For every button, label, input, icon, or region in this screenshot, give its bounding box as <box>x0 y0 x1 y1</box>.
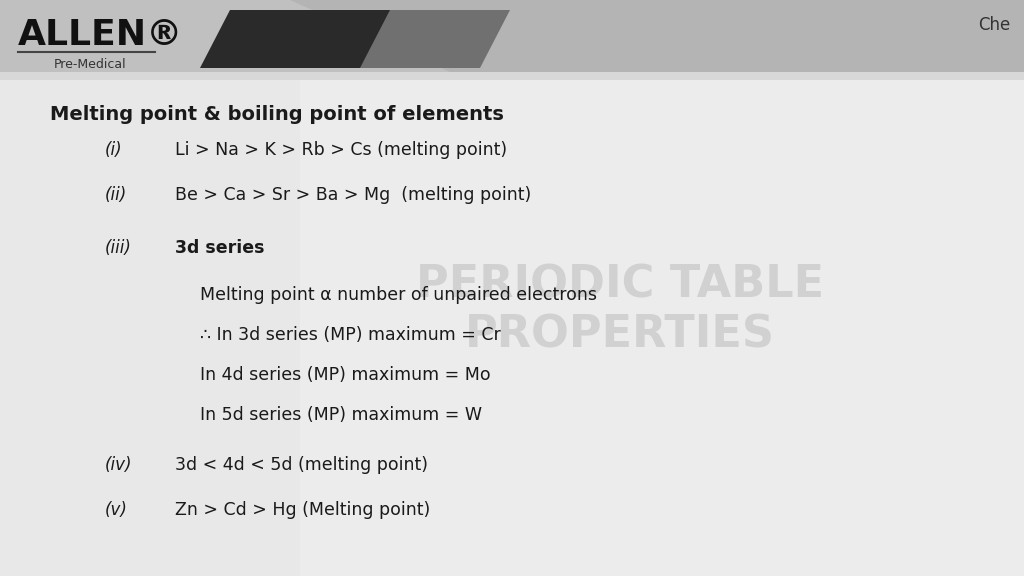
Polygon shape <box>200 10 390 68</box>
Text: In 4d series (MP) maximum = Mo: In 4d series (MP) maximum = Mo <box>200 366 490 384</box>
Text: (v): (v) <box>105 501 128 519</box>
Text: Melting point & boiling point of elements: Melting point & boiling point of element… <box>50 105 504 124</box>
Text: 3d series: 3d series <box>175 239 264 257</box>
Polygon shape <box>0 0 1024 72</box>
Polygon shape <box>300 80 1024 576</box>
Text: (iv): (iv) <box>105 456 132 474</box>
Text: (iii): (iii) <box>105 239 132 257</box>
Text: Be > Ca > Sr > Ba > Mg  (melting point): Be > Ca > Sr > Ba > Mg (melting point) <box>175 186 531 204</box>
Text: Pre-Medical: Pre-Medical <box>53 59 126 71</box>
Text: Che: Che <box>978 16 1010 34</box>
Text: 3d < 4d < 5d (melting point): 3d < 4d < 5d (melting point) <box>175 456 428 474</box>
Text: ALLEN®: ALLEN® <box>18 18 183 52</box>
Text: Zn > Cd > Hg (Melting point): Zn > Cd > Hg (Melting point) <box>175 501 430 519</box>
Polygon shape <box>0 80 1024 576</box>
Text: ∴ In 3d series (MP) maximum = Cr: ∴ In 3d series (MP) maximum = Cr <box>200 326 501 344</box>
Text: Melting point α number of unpaired electrons: Melting point α number of unpaired elect… <box>200 286 597 304</box>
Text: Li > Na > K > Rb > Cs (melting point): Li > Na > K > Rb > Cs (melting point) <box>175 141 507 159</box>
Text: PERIODIC TABLE
PROPERTIES: PERIODIC TABLE PROPERTIES <box>416 264 824 357</box>
Text: In 5d series (MP) maximum = W: In 5d series (MP) maximum = W <box>200 406 482 424</box>
Polygon shape <box>290 0 1024 72</box>
Text: (i): (i) <box>105 141 123 159</box>
Text: (ii): (ii) <box>105 186 127 204</box>
Polygon shape <box>319 10 510 68</box>
